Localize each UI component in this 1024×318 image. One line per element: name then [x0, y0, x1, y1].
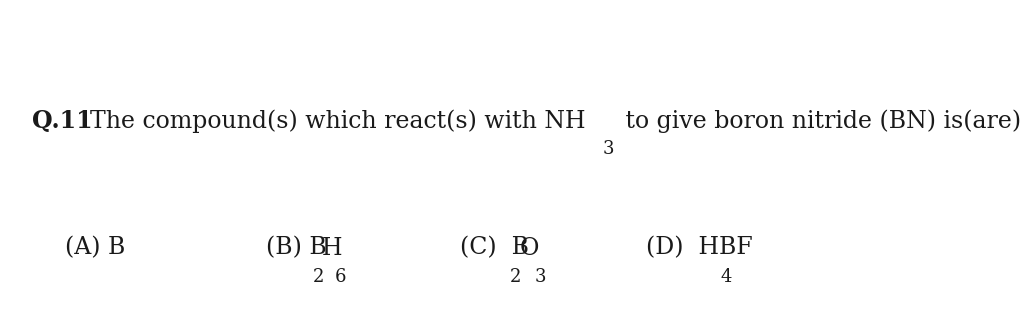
Text: H: H [322, 237, 342, 259]
Text: to give boron nitride (BN) is(are): to give boron nitride (BN) is(are) [617, 109, 1021, 133]
Text: 3: 3 [535, 268, 546, 286]
Text: 3: 3 [603, 141, 614, 158]
Text: (A) B: (A) B [65, 237, 125, 259]
Text: (C)  B: (C) B [460, 237, 529, 259]
Text: 6: 6 [335, 268, 346, 286]
Text: The compound(s) which react(s) with NH: The compound(s) which react(s) with NH [90, 109, 586, 133]
Text: (D)  HBF: (D) HBF [646, 237, 753, 259]
Text: (B) B: (B) B [266, 237, 328, 259]
Text: O: O [519, 237, 539, 259]
Text: 4: 4 [721, 268, 732, 286]
Text: Q.11: Q.11 [33, 109, 93, 133]
Text: 2: 2 [312, 268, 324, 286]
Text: 2: 2 [510, 268, 521, 286]
